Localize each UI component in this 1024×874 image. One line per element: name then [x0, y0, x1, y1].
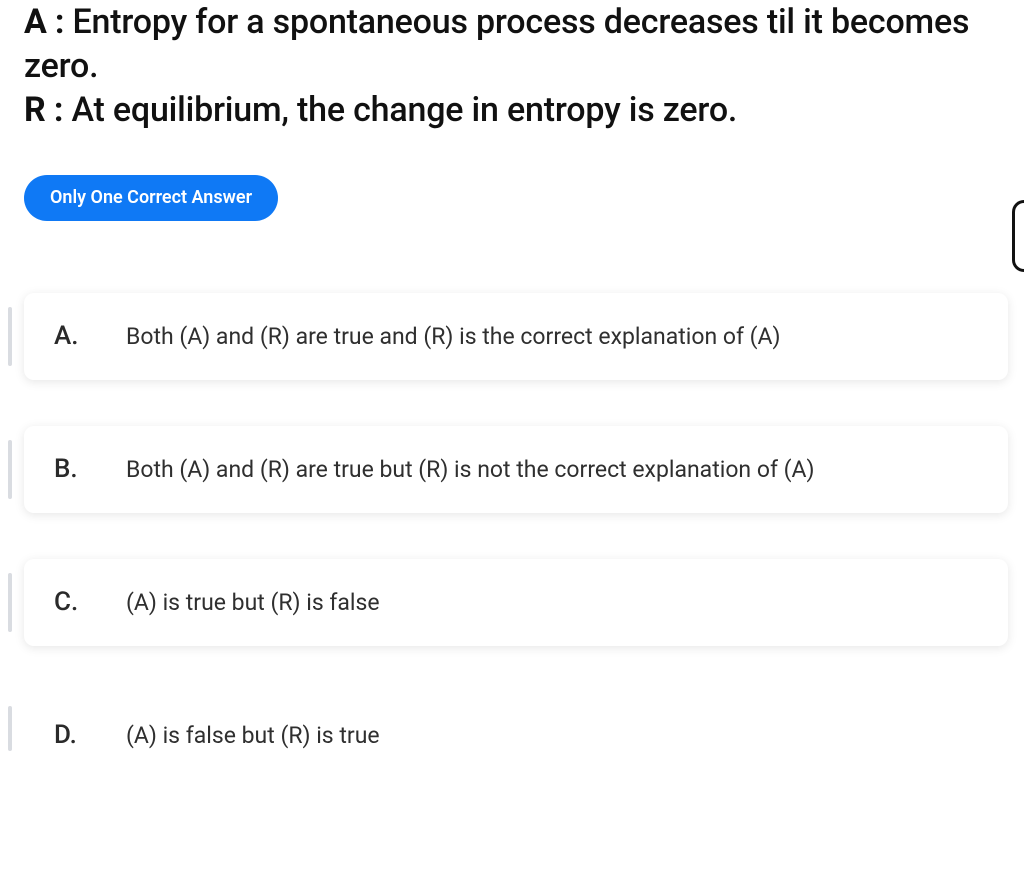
option-text: Both (A) and (R) are true but (R) is not… [126, 454, 815, 485]
option-text: (A) is true but (R) is false [126, 587, 380, 618]
option-letter: C. [54, 587, 82, 617]
option-d[interactable]: D. (A) is false but (R) is true [24, 692, 1008, 751]
option-a[interactable]: A. Both (A) and (R) are true and (R) is … [24, 293, 1008, 380]
reason-text: At equilibrium, the change in entropy is… [71, 90, 737, 130]
option-text: Both (A) and (R) are true and (R) is the… [126, 321, 781, 352]
page-root: A : Entropy for a spontaneous process de… [0, 0, 1024, 751]
reason-label: R : [24, 90, 63, 130]
badge-text: Only One Correct Answer [50, 187, 252, 208]
question-block: A : Entropy for a spontaneous process de… [24, 0, 1008, 133]
option-letter: B. [54, 454, 82, 484]
option-c[interactable]: C. (A) is true but (R) is false [24, 559, 1008, 646]
assertion-label: A : [24, 2, 64, 42]
answer-type-badge: Only One Correct Answer [24, 175, 278, 221]
option-text: (A) is false but (R) is true [126, 720, 380, 751]
assertion-line: A : Entropy for a spontaneous process de… [24, 0, 1008, 88]
option-letter: D. [54, 720, 82, 750]
option-b[interactable]: B. Both (A) and (R) are true but (R) is … [24, 426, 1008, 513]
options-list: A. Both (A) and (R) are true and (R) is … [24, 293, 1008, 751]
cropped-circle-icon [1012, 200, 1024, 272]
option-letter: A. [54, 321, 82, 351]
assertion-text: Entropy for a spontaneous process decrea… [24, 2, 969, 86]
reason-line: R : At equilibrium, the change in entrop… [24, 88, 1008, 132]
